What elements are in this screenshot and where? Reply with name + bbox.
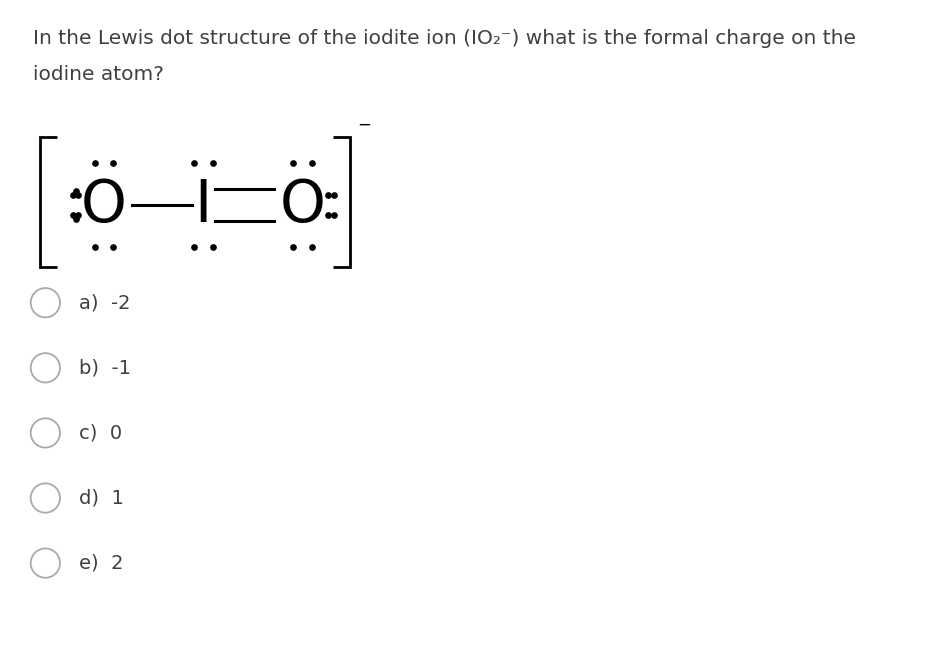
Text: iodine atom?: iodine atom?: [33, 65, 163, 84]
Text: b)  -1: b) -1: [79, 358, 131, 378]
Text: −: −: [357, 115, 371, 133]
Text: d)  1: d) 1: [79, 488, 124, 508]
Text: O: O: [279, 176, 325, 234]
Text: O: O: [81, 176, 126, 234]
Text: I: I: [194, 176, 211, 234]
Text: a)  -2: a) -2: [79, 293, 130, 312]
Text: In the Lewis dot structure of the iodite ion (IO₂⁻) what is the formal charge on: In the Lewis dot structure of the iodite…: [33, 29, 855, 48]
Text: e)  2: e) 2: [79, 553, 124, 573]
Text: c)  0: c) 0: [79, 423, 122, 443]
